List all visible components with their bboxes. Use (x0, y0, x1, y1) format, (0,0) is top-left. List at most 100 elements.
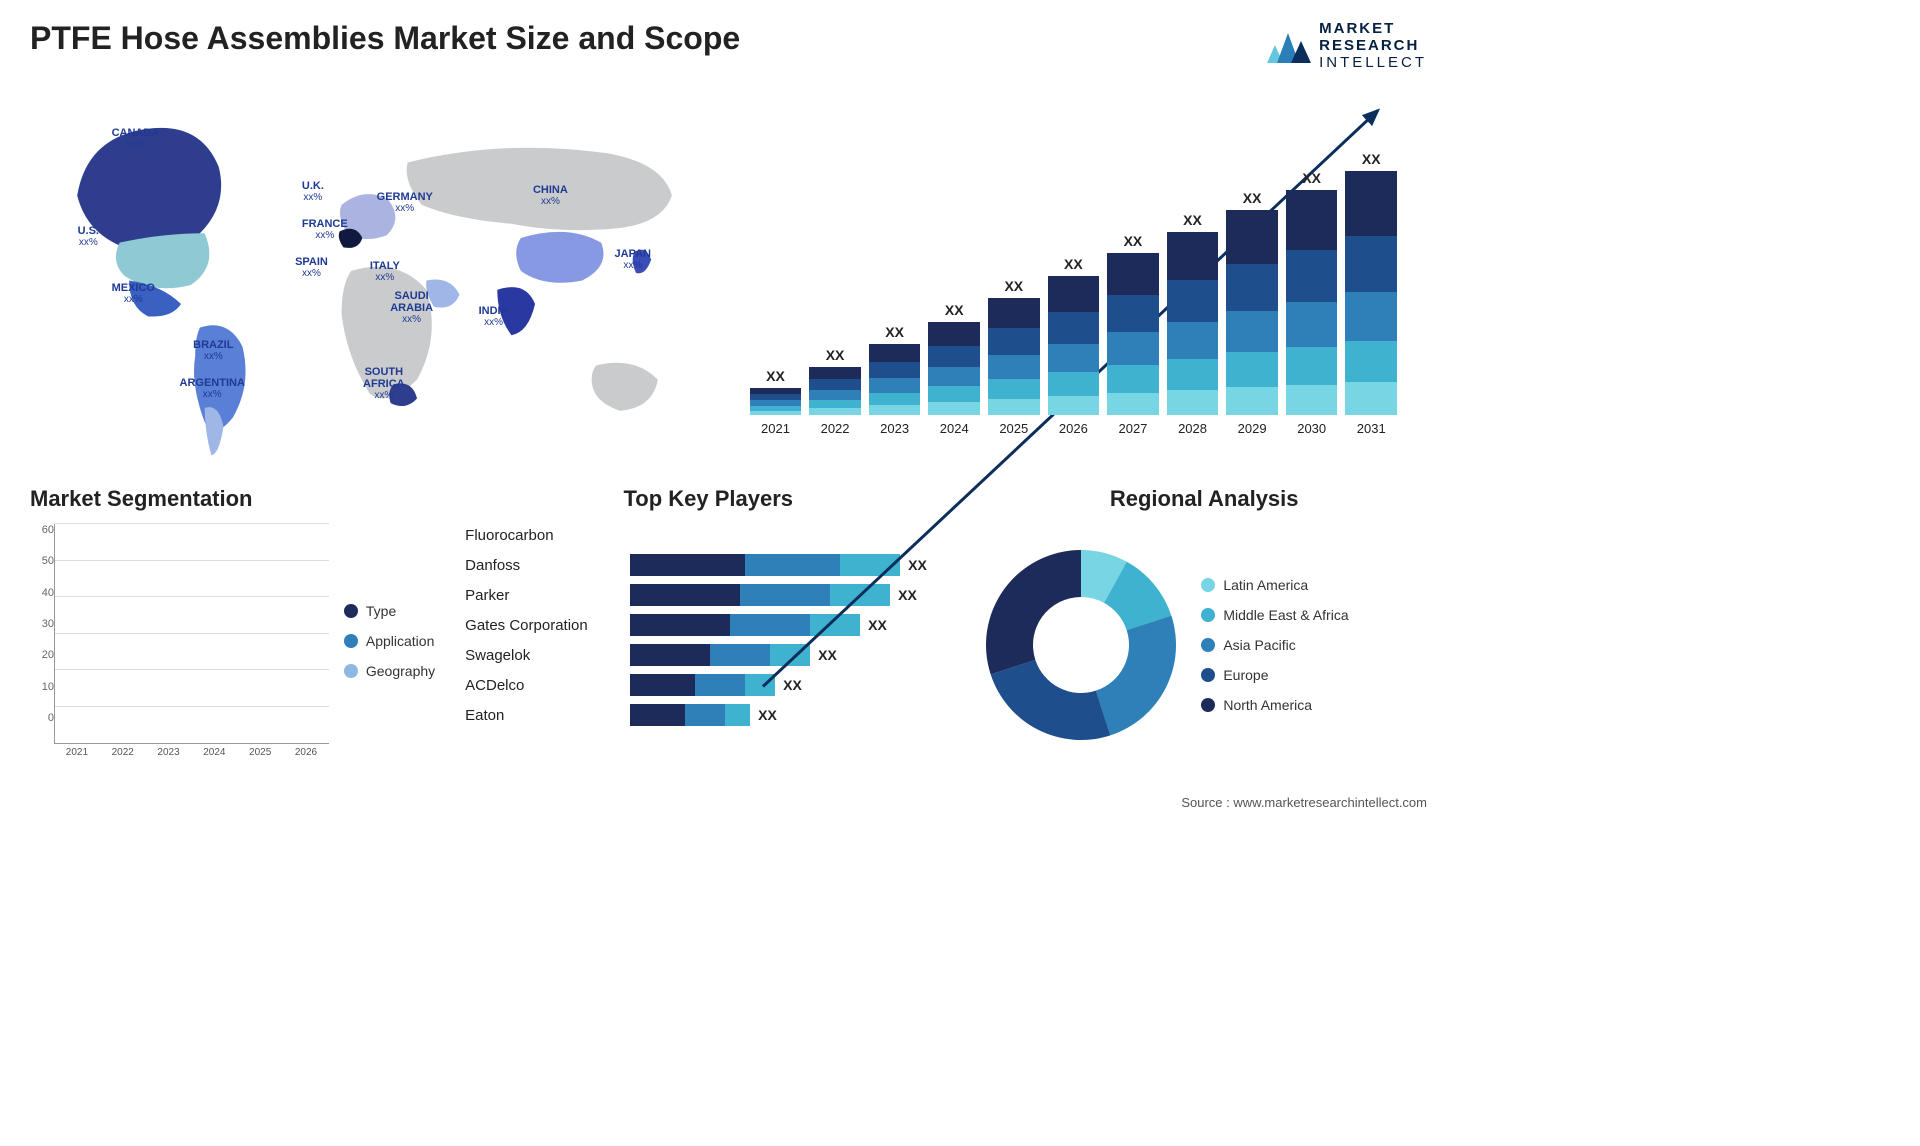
segmentation-title: Market Segmentation (30, 486, 435, 512)
map-label: BRAZILxx% (193, 339, 233, 362)
player-row: ParkerXX (465, 584, 951, 606)
legend-dot-icon (1201, 608, 1215, 622)
growth-bar-value: XX (1004, 278, 1023, 294)
segmentation-legend: Type Application Geography (344, 524, 435, 758)
legend-label: Geography (366, 663, 435, 679)
growth-bar-value: XX (766, 368, 785, 384)
legend-dot-icon (1201, 668, 1215, 682)
legend-dot-icon (344, 664, 358, 678)
player-name: Danfoss (465, 557, 620, 574)
player-name: Swagelok (465, 647, 620, 664)
legend-label: Type (366, 603, 396, 619)
legend-label: Middle East & Africa (1223, 607, 1348, 623)
legend-item: Geography (344, 663, 435, 679)
growth-bar-year: 2023 (880, 421, 909, 436)
growth-chart-panel: XX2021XX2022XX2023XX2024XX2025XX2026XX20… (740, 81, 1427, 461)
growth-bar: XX2024 (928, 302, 980, 436)
player-value: XX (868, 617, 887, 633)
legend-dot-icon (344, 634, 358, 648)
player-row: Swagelok XX (465, 644, 951, 666)
growth-bar-value: XX (1124, 233, 1143, 249)
player-row: ACDelco XX (465, 674, 951, 696)
player-bar (630, 704, 750, 726)
player-name: Gates Corporation (465, 617, 620, 634)
logo-line3: INTELLECT (1319, 54, 1427, 71)
player-value: XX (818, 647, 837, 663)
source-text: Source : www.marketresearchintellect.com (1181, 795, 1427, 810)
growth-bar-value: XX (1362, 151, 1381, 167)
growth-bar-year: 2026 (1059, 421, 1088, 436)
map-label: INDIAxx% (479, 305, 509, 328)
legend-dot-icon (1201, 638, 1215, 652)
seg-x-axis: 202120222023202420252026 (30, 744, 329, 758)
legend-item: Latin America (1201, 577, 1348, 593)
growth-bar-value: XX (826, 347, 845, 363)
player-bar (630, 554, 900, 576)
map-region-north-america-lower (116, 233, 209, 288)
player-name: Eaton (465, 707, 620, 724)
map-region-australia (592, 363, 658, 411)
player-value: XX (783, 677, 802, 693)
segmentation-panel: Market Segmentation 6050403020100 202120… (30, 486, 435, 766)
players-panel: Top Key Players FluorocarbonDanfossXXPar… (465, 486, 951, 766)
growth-bar-value: XX (885, 324, 904, 340)
logo-line2: RESEARCH (1319, 37, 1427, 54)
growth-bar: XX2025 (988, 278, 1040, 436)
legend-label: Latin America (1223, 577, 1308, 593)
growth-bar-year: 2022 (821, 421, 850, 436)
player-bar (630, 614, 860, 636)
seg-plot (54, 524, 329, 744)
legend-item: Middle East & Africa (1201, 607, 1348, 623)
header: PTFE Hose Assemblies Market Size and Sco… (30, 20, 1427, 71)
player-name: Fluorocarbon (465, 527, 620, 544)
map-label: FRANCExx% (302, 218, 348, 241)
legend-item: Type (344, 603, 435, 619)
legend-dot-icon (1201, 578, 1215, 592)
brand-logo: MARKET RESEARCH INTELLECT (1265, 20, 1427, 71)
map-label: ITALYxx% (370, 260, 400, 283)
logo-icon (1265, 23, 1311, 69)
player-name: Parker (465, 587, 620, 604)
growth-bar: XX2026 (1048, 256, 1100, 436)
growth-bar-year: 2024 (940, 421, 969, 436)
legend-label: North America (1223, 697, 1312, 713)
regional-donut (981, 545, 1181, 745)
map-label: U.K.xx% (302, 180, 324, 203)
player-value: XX (758, 707, 777, 723)
seg-year-label: 2021 (54, 747, 100, 758)
growth-bar-year: 2028 (1178, 421, 1207, 436)
legend-dot-icon (1201, 698, 1215, 712)
map-label: CANADAxx% (112, 127, 160, 150)
map-label: SOUTHAFRICAxx% (363, 366, 405, 401)
seg-y-axis: 6050403020100 (30, 524, 54, 744)
legend-dot-icon (344, 604, 358, 618)
growth-bar-value: XX (1183, 212, 1202, 228)
map-region-china (516, 232, 603, 283)
donut-slice (986, 550, 1081, 674)
growth-bar: XX 2021 (750, 368, 802, 436)
growth-bar-year: 2021 (761, 421, 790, 436)
growth-bar: XX 2023 (869, 324, 921, 436)
map-label: SPAINxx% (295, 256, 328, 279)
player-row: Eaton XX (465, 704, 951, 726)
growth-bars: XX2021XX2022XX2023XX2024XX2025XX2026XX20… (750, 111, 1397, 436)
player-name: ACDelco (465, 677, 620, 694)
seg-year-label: 2024 (191, 747, 237, 758)
map-label: CHINAxx% (533, 184, 568, 207)
map-label: ARGENTINAxx% (180, 377, 245, 400)
regional-title: Regional Analysis (981, 486, 1427, 512)
seg-year-label: 2025 (237, 747, 283, 758)
growth-bar: XX2030 (1286, 170, 1338, 436)
player-row: DanfossXX (465, 554, 951, 576)
growth-bar: XX 2028 (1167, 212, 1219, 436)
growth-bar: XX2029 (1226, 190, 1278, 436)
map-label: U.S.xx% (78, 225, 99, 248)
growth-bar-year: 2027 (1118, 421, 1147, 436)
legend-item: Application (344, 633, 435, 649)
donut-slice (991, 660, 1111, 740)
growth-bar-value: XX (1302, 170, 1321, 186)
legend-item: Asia Pacific (1201, 637, 1348, 653)
legend-item: Europe (1201, 667, 1348, 683)
seg-year-label: 2026 (283, 747, 329, 758)
map-label: MEXICOxx% (112, 282, 155, 305)
